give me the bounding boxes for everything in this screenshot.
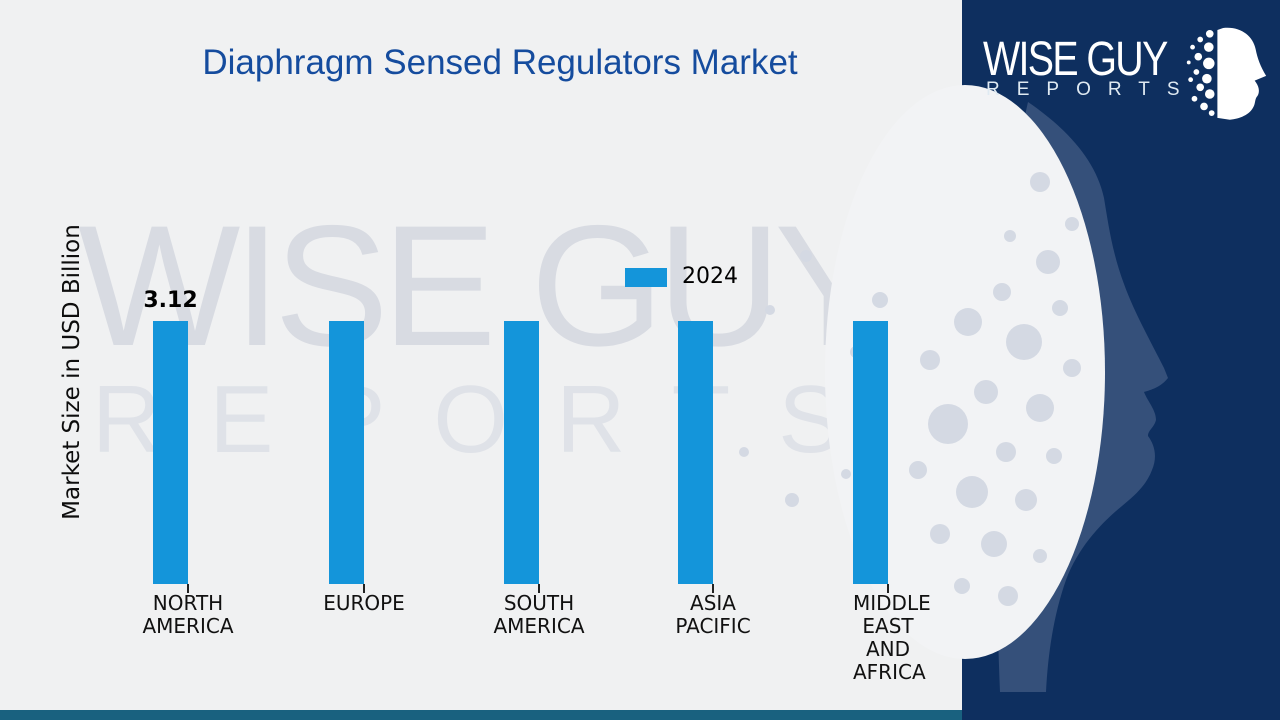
watermark-face-circle bbox=[825, 85, 1105, 659]
x-axis-tick bbox=[187, 584, 189, 593]
x-axis-label: SOUTH AMERICA bbox=[493, 591, 585, 638]
x-axis-tick bbox=[538, 584, 540, 593]
bar-asia-pacific bbox=[678, 321, 713, 584]
watermark-wiseguy-text: WISE GUY bbox=[78, 190, 889, 382]
bar-north-america bbox=[153, 321, 188, 584]
chart-title: Diaphragm Sensed Regulators Market bbox=[202, 43, 798, 82]
bar-europe bbox=[329, 321, 364, 584]
y-axis-label: Market Size in USD Billion bbox=[59, 224, 85, 520]
legend-swatch bbox=[625, 268, 667, 287]
legend-label: 2024 bbox=[682, 264, 738, 289]
x-axis-tick bbox=[887, 584, 889, 593]
x-axis-label: EUROPE bbox=[323, 591, 405, 615]
bar-middle-east-and-africa bbox=[853, 321, 888, 584]
logo-reports-text: REPORTS bbox=[986, 79, 1197, 100]
watermark-reports-text: REPORTS bbox=[92, 366, 891, 473]
logo-wiseguy-text: WISE GUY bbox=[983, 33, 1168, 86]
bottom-bar bbox=[0, 710, 1280, 720]
head-profile-dots-icon bbox=[1186, 27, 1267, 120]
x-axis-label: NORTH AMERICA bbox=[142, 591, 234, 638]
bar-south-america bbox=[504, 321, 539, 584]
bar-value-label: 3.12 bbox=[143, 288, 198, 313]
watermark-dots bbox=[739, 172, 1081, 606]
x-axis-tick bbox=[363, 584, 365, 593]
x-axis-tick bbox=[712, 584, 714, 593]
x-axis-label: MIDDLE EAST AND AFRICA bbox=[853, 591, 931, 684]
x-axis-label: ASIA PACIFIC bbox=[675, 591, 751, 638]
